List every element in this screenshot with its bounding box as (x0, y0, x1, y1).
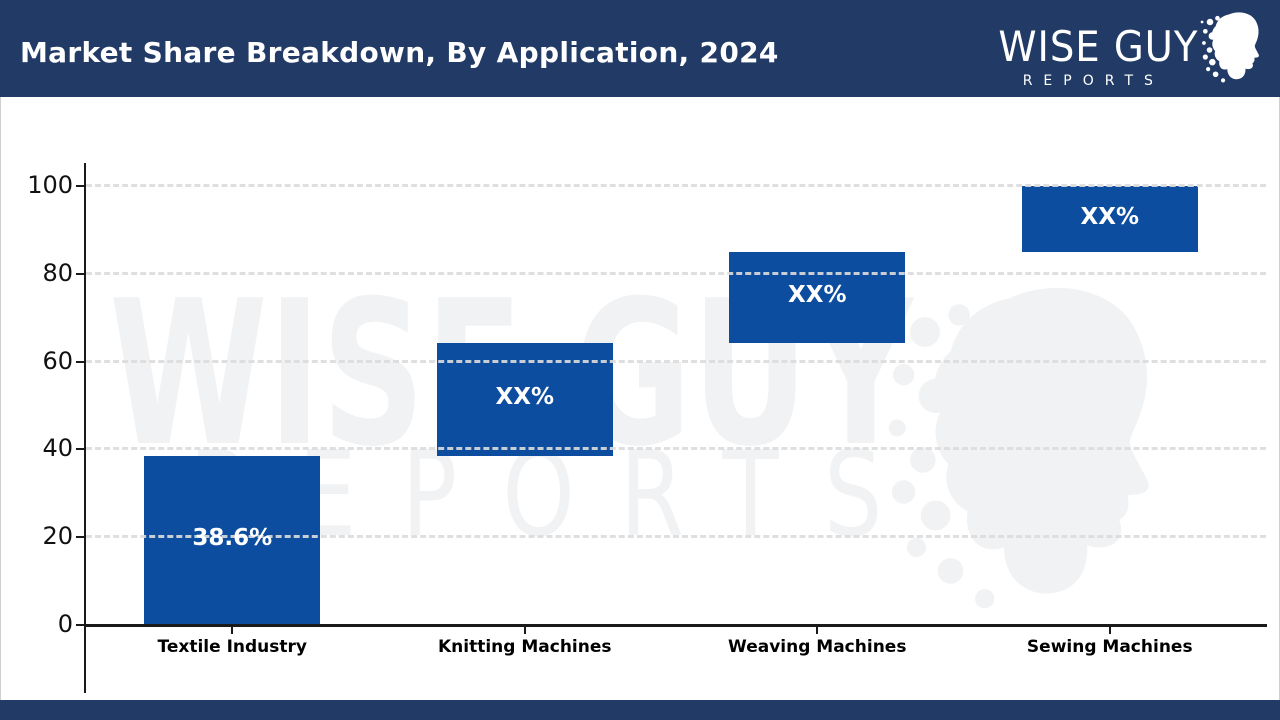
x-tick-mark (231, 625, 234, 634)
bar-value-label: XX% (787, 282, 847, 309)
bar (144, 455, 321, 625)
chart: WISE GUY REPORTS 0 20 40 60 80 100 38.6% Textil… (0, 97, 1280, 700)
y-tick-label: 20 (42, 522, 73, 551)
x-category-label: Sewing Machines (1026, 637, 1193, 657)
bar (729, 251, 906, 343)
logo-subtitle: REPORTS (1022, 73, 1164, 89)
y-tick-label: 40 (42, 434, 73, 463)
y-tick-mark (76, 360, 84, 363)
x-axis-line (84, 624, 1267, 627)
logo: WISE GUY REPORTS (998, 4, 1268, 94)
logo-text: WISE GUY REPORTS (981, 22, 1198, 89)
bar-value-label: XX% (1080, 203, 1139, 230)
y-axis-line (84, 163, 86, 693)
bar-value-label: XX% (495, 384, 554, 411)
y-tick-label: 100 (27, 171, 73, 199)
gridline (86, 184, 1266, 187)
bar (1021, 186, 1198, 252)
gridline (86, 447, 1266, 451)
x-tick-mark (523, 625, 526, 634)
y-tick-label: 60 (42, 346, 73, 375)
x-tick-mark (816, 625, 819, 634)
footer-bar (0, 700, 1280, 720)
gridline (86, 359, 1266, 363)
logo-face-icon (1190, 8, 1272, 92)
y-tick-label: 80 (42, 258, 73, 287)
page-title: Market Share Breakdown, By Application, … (20, 36, 779, 69)
y-tick-mark (76, 624, 84, 626)
x-tick-mark (1108, 625, 1111, 634)
x-category-label: Knitting Machines (437, 637, 612, 657)
x-category-label: Weaving Machines (728, 637, 907, 657)
bar-value-label: 38.6% (192, 525, 273, 552)
y-tick-mark (76, 272, 84, 275)
y-tick-label: 0 (57, 610, 73, 638)
x-category-label: Textile Industry (157, 637, 307, 657)
logo-wordmark: WISE GUY (997, 22, 1198, 71)
y-tick-mark (76, 536, 84, 539)
gridline (86, 271, 1266, 275)
y-tick-mark (76, 185, 84, 187)
gridline (86, 535, 1266, 539)
header: Market Share Breakdown, By Application, … (0, 0, 1280, 97)
y-tick-mark (76, 448, 84, 451)
